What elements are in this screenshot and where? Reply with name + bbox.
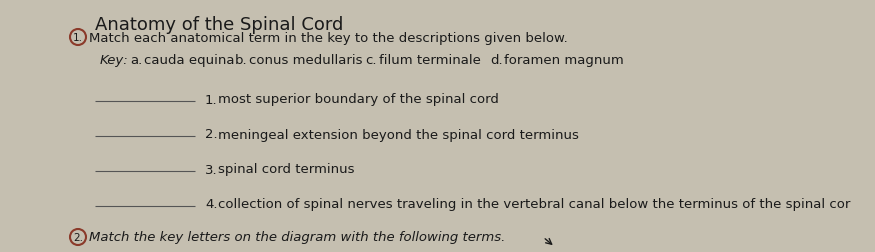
Text: c.: c. [365, 53, 376, 66]
Text: Key:: Key: [100, 53, 129, 66]
Text: b.: b. [235, 53, 248, 66]
Text: Match the key letters on the diagram with the following terms.: Match the key letters on the diagram wit… [89, 231, 506, 243]
Text: 4.: 4. [205, 198, 218, 211]
Text: d.: d. [490, 53, 502, 66]
Text: 2.: 2. [73, 232, 83, 242]
Text: foramen magnum: foramen magnum [504, 53, 624, 66]
Text: cauda equina: cauda equina [144, 53, 234, 66]
Text: a.: a. [130, 53, 143, 66]
Text: 1.: 1. [73, 33, 83, 43]
Text: conus medullaris: conus medullaris [249, 53, 362, 66]
Text: collection of spinal nerves traveling in the vertebral canal below the terminus : collection of spinal nerves traveling in… [218, 198, 850, 211]
Text: filum terminale: filum terminale [379, 53, 481, 66]
Text: most superior boundary of the spinal cord: most superior boundary of the spinal cor… [218, 93, 499, 106]
Text: meningeal extension beyond the spinal cord terminus: meningeal extension beyond the spinal co… [218, 128, 579, 141]
Text: spinal cord terminus: spinal cord terminus [218, 163, 354, 176]
Text: 2.: 2. [205, 128, 218, 141]
Text: 1.: 1. [205, 93, 218, 106]
Text: Match each anatomical term in the key to the descriptions given below.: Match each anatomical term in the key to… [89, 32, 568, 44]
Text: 3.: 3. [205, 163, 218, 176]
Text: Anatomy of the Spinal Cord: Anatomy of the Spinal Cord [95, 16, 343, 34]
